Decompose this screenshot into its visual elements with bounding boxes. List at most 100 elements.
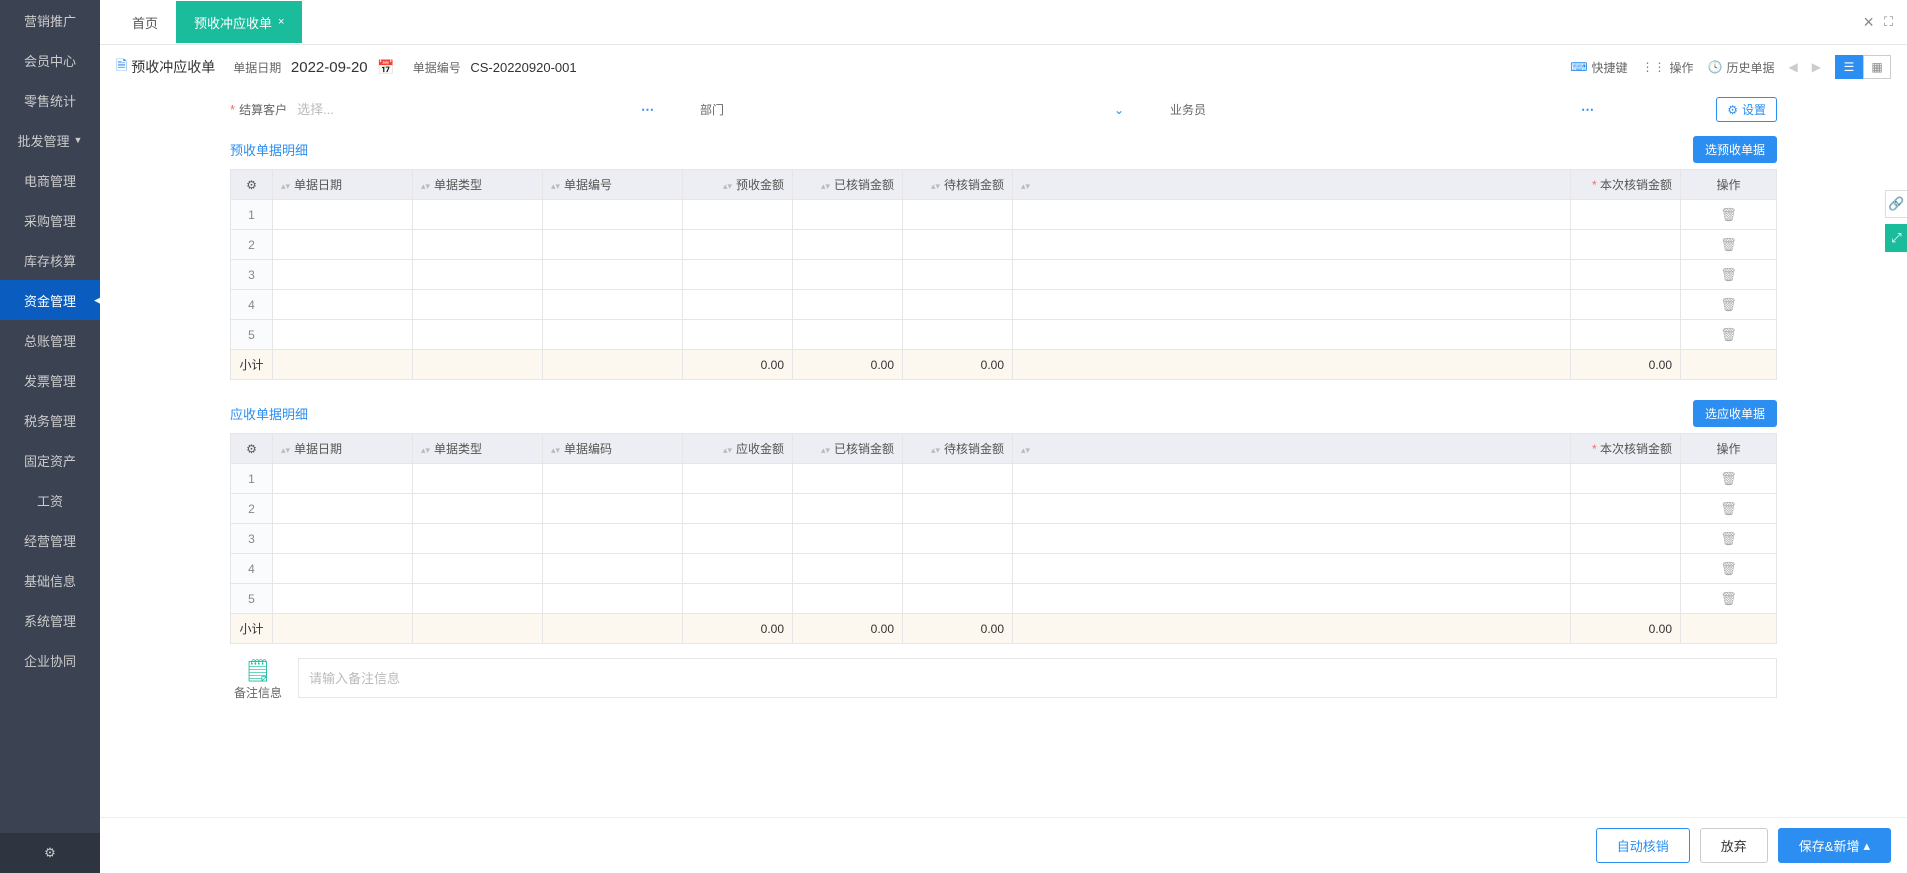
select-receivable-button[interactable]: 选应收单据 xyxy=(1693,400,1777,427)
col-amount[interactable]: ▴▾预收金额 xyxy=(683,170,793,200)
tab-home[interactable]: 首页 xyxy=(114,1,176,43)
table-row[interactable]: 2🗑 xyxy=(231,494,1777,524)
prepay-section: 预收单据明细 选预收单据 ⚙ ▴▾单据日期 ▴▾单据类型 ▴▾单据编号 ▴▾预收… xyxy=(100,130,1907,380)
view-grid[interactable]: ▦ xyxy=(1863,55,1891,79)
gear-icon: ⚙ xyxy=(1727,103,1738,117)
col-op: 操作 xyxy=(1681,434,1777,464)
table-row[interactable]: 5🗑 xyxy=(231,320,1777,350)
table-row[interactable]: 5🗑 xyxy=(231,584,1777,614)
view-list[interactable]: ☰ xyxy=(1835,55,1863,79)
tab-prepay-offset[interactable]: 预收冲应收单 × xyxy=(176,1,302,43)
auto-verify-button[interactable]: 自动核销 xyxy=(1596,828,1690,863)
delete-icon[interactable]: 🗑 xyxy=(1720,471,1737,486)
table-row[interactable]: 4🗑 xyxy=(231,290,1777,320)
col-verified[interactable]: ▴▾已核销金额 xyxy=(793,434,903,464)
table-row[interactable]: 3🗑 xyxy=(231,524,1777,554)
delete-icon[interactable]: 🗑 xyxy=(1720,591,1737,606)
gear-column[interactable]: ⚙ xyxy=(231,434,273,464)
table-row[interactable]: 4🗑 xyxy=(231,554,1777,584)
col-op: 操作 xyxy=(1681,170,1777,200)
close-all-icon[interactable]: × xyxy=(1863,12,1874,33)
history-icon: 🕓 xyxy=(1708,60,1723,74)
dept-input[interactable] xyxy=(734,98,1108,121)
date-field[interactable]: 单据日期 2022-09-20 📅 xyxy=(233,59,394,76)
sidebar-item-wholesale[interactable]: 批发管理▼ xyxy=(0,120,100,160)
save-new-button[interactable]: 保存&新增▴ xyxy=(1778,828,1891,863)
delete-icon[interactable]: 🗑 xyxy=(1720,531,1737,546)
sidebar: 营销推广 会员中心 零售统计 批发管理▼ 电商管理 采购管理 库存核算 资金管理… xyxy=(0,0,100,873)
receivable-section-title: 应收单据明细 xyxy=(230,404,308,423)
table-row[interactable]: 3🗑 xyxy=(231,260,1777,290)
docno-field: 单据编号 CS-20220920-001 xyxy=(413,59,577,76)
sidebar-item-member[interactable]: 会员中心 xyxy=(0,40,100,80)
caret-down-icon: ▼ xyxy=(74,135,83,145)
col-pending[interactable]: ▴▾待核销金额 xyxy=(903,170,1013,200)
col-amount[interactable]: ▴▾应收金额 xyxy=(683,434,793,464)
gear-column[interactable]: ⚙ xyxy=(231,170,273,200)
quickkey-button[interactable]: ⌨快捷键 xyxy=(1570,59,1627,76)
sidebar-item-inventory[interactable]: 库存核算 xyxy=(0,240,100,280)
delete-icon[interactable]: 🗑 xyxy=(1720,207,1737,222)
close-icon[interactable]: × xyxy=(278,16,284,28)
prev-icon[interactable]: ◀ xyxy=(1789,60,1798,74)
col-date[interactable]: ▴▾单据日期 xyxy=(273,170,413,200)
next-icon[interactable]: ▶ xyxy=(1812,60,1821,74)
table-row[interactable]: 2🗑 xyxy=(231,230,1777,260)
calendar-icon[interactable]: 📅 xyxy=(377,59,394,75)
sidebar-item-finance[interactable]: 资金管理 xyxy=(0,280,100,320)
delete-icon[interactable]: 🗑 xyxy=(1720,267,1737,282)
more-icon[interactable]: ⋯ xyxy=(1575,102,1600,118)
sidebar-item-system[interactable]: 系统管理 xyxy=(0,600,100,640)
sidebar-item-invoice[interactable]: 发票管理 xyxy=(0,360,100,400)
sidebar-item-retail[interactable]: 零售统计 xyxy=(0,80,100,120)
col-type[interactable]: ▴▾单据类型 xyxy=(413,434,543,464)
col-no[interactable]: ▴▾单据编码 xyxy=(543,434,683,464)
operate-button[interactable]: ⋮⋮操作 xyxy=(1642,59,1694,76)
sales-input[interactable] xyxy=(1216,98,1575,121)
keyboard-icon: ⌨ xyxy=(1570,60,1587,74)
footer-actions: 自动核销 放弃 保存&新增▴ xyxy=(100,817,1907,873)
col-pending[interactable]: ▴▾待核销金额 xyxy=(903,434,1013,464)
delete-icon[interactable]: 🗑 xyxy=(1720,237,1737,252)
col-date[interactable]: ▴▾单据日期 xyxy=(273,434,413,464)
customer-field: * 结算客户 ⋯ xyxy=(230,98,660,121)
col-this[interactable]: 本次核销金额 xyxy=(1571,170,1681,200)
subtotal-row: 小计0.000.000.000.00 xyxy=(231,350,1777,380)
link-handle[interactable]: 🔗 xyxy=(1885,190,1907,218)
col-empty[interactable]: ▴▾ xyxy=(1013,170,1571,200)
sidebar-item-collab[interactable]: 企业协同 xyxy=(0,640,100,680)
more-icon[interactable]: ⋯ xyxy=(635,102,660,118)
delete-icon[interactable]: 🗑 xyxy=(1720,297,1737,312)
col-empty[interactable]: ▴▾ xyxy=(1013,434,1571,464)
col-type[interactable]: ▴▾单据类型 xyxy=(413,170,543,200)
sidebar-item-ledger[interactable]: 总账管理 xyxy=(0,320,100,360)
customer-input[interactable] xyxy=(297,98,635,121)
sidebar-item-marketing[interactable]: 营销推广 xyxy=(0,0,100,40)
history-button[interactable]: 🕓历史单据 xyxy=(1708,59,1775,76)
sidebar-item-basic[interactable]: 基础信息 xyxy=(0,560,100,600)
expand-handle[interactable]: ⤢ xyxy=(1885,224,1907,252)
delete-icon[interactable]: 🗑 xyxy=(1720,327,1737,342)
select-prepay-button[interactable]: 选预收单据 xyxy=(1693,136,1777,163)
table-row[interactable]: 1🗑 xyxy=(231,200,1777,230)
sidebar-settings-gear[interactable]: ⚙ xyxy=(0,833,100,873)
table-row[interactable]: 1🗑 xyxy=(231,464,1777,494)
settings-button[interactable]: ⚙ 设置 xyxy=(1716,97,1777,122)
chevron-down-icon[interactable]: ⌄ xyxy=(1108,103,1130,117)
fullscreen-icon[interactable]: ⛶ xyxy=(1884,14,1893,30)
sidebar-item-ecommerce[interactable]: 电商管理 xyxy=(0,160,100,200)
delete-icon[interactable]: 🗑 xyxy=(1720,501,1737,516)
remark-input[interactable] xyxy=(298,658,1777,698)
sidebar-item-tax[interactable]: 税务管理 xyxy=(0,400,100,440)
main: 首页 预收冲应收单 × × ⛶ 🗎 预收冲应收单 单据日期 2022-09-20… xyxy=(100,0,1907,873)
sidebar-item-salary[interactable]: 工资 xyxy=(0,480,100,520)
col-this[interactable]: 本次核销金额 xyxy=(1571,434,1681,464)
prepay-section-title: 预收单据明细 xyxy=(230,140,308,159)
col-no[interactable]: ▴▾单据编号 xyxy=(543,170,683,200)
sidebar-item-purchase[interactable]: 采购管理 xyxy=(0,200,100,240)
delete-icon[interactable]: 🗑 xyxy=(1720,561,1737,576)
sidebar-item-asset[interactable]: 固定资产 xyxy=(0,440,100,480)
discard-button[interactable]: 放弃 xyxy=(1700,828,1768,863)
sidebar-item-operation[interactable]: 经营管理 xyxy=(0,520,100,560)
col-verified[interactable]: ▴▾已核销金额 xyxy=(793,170,903,200)
